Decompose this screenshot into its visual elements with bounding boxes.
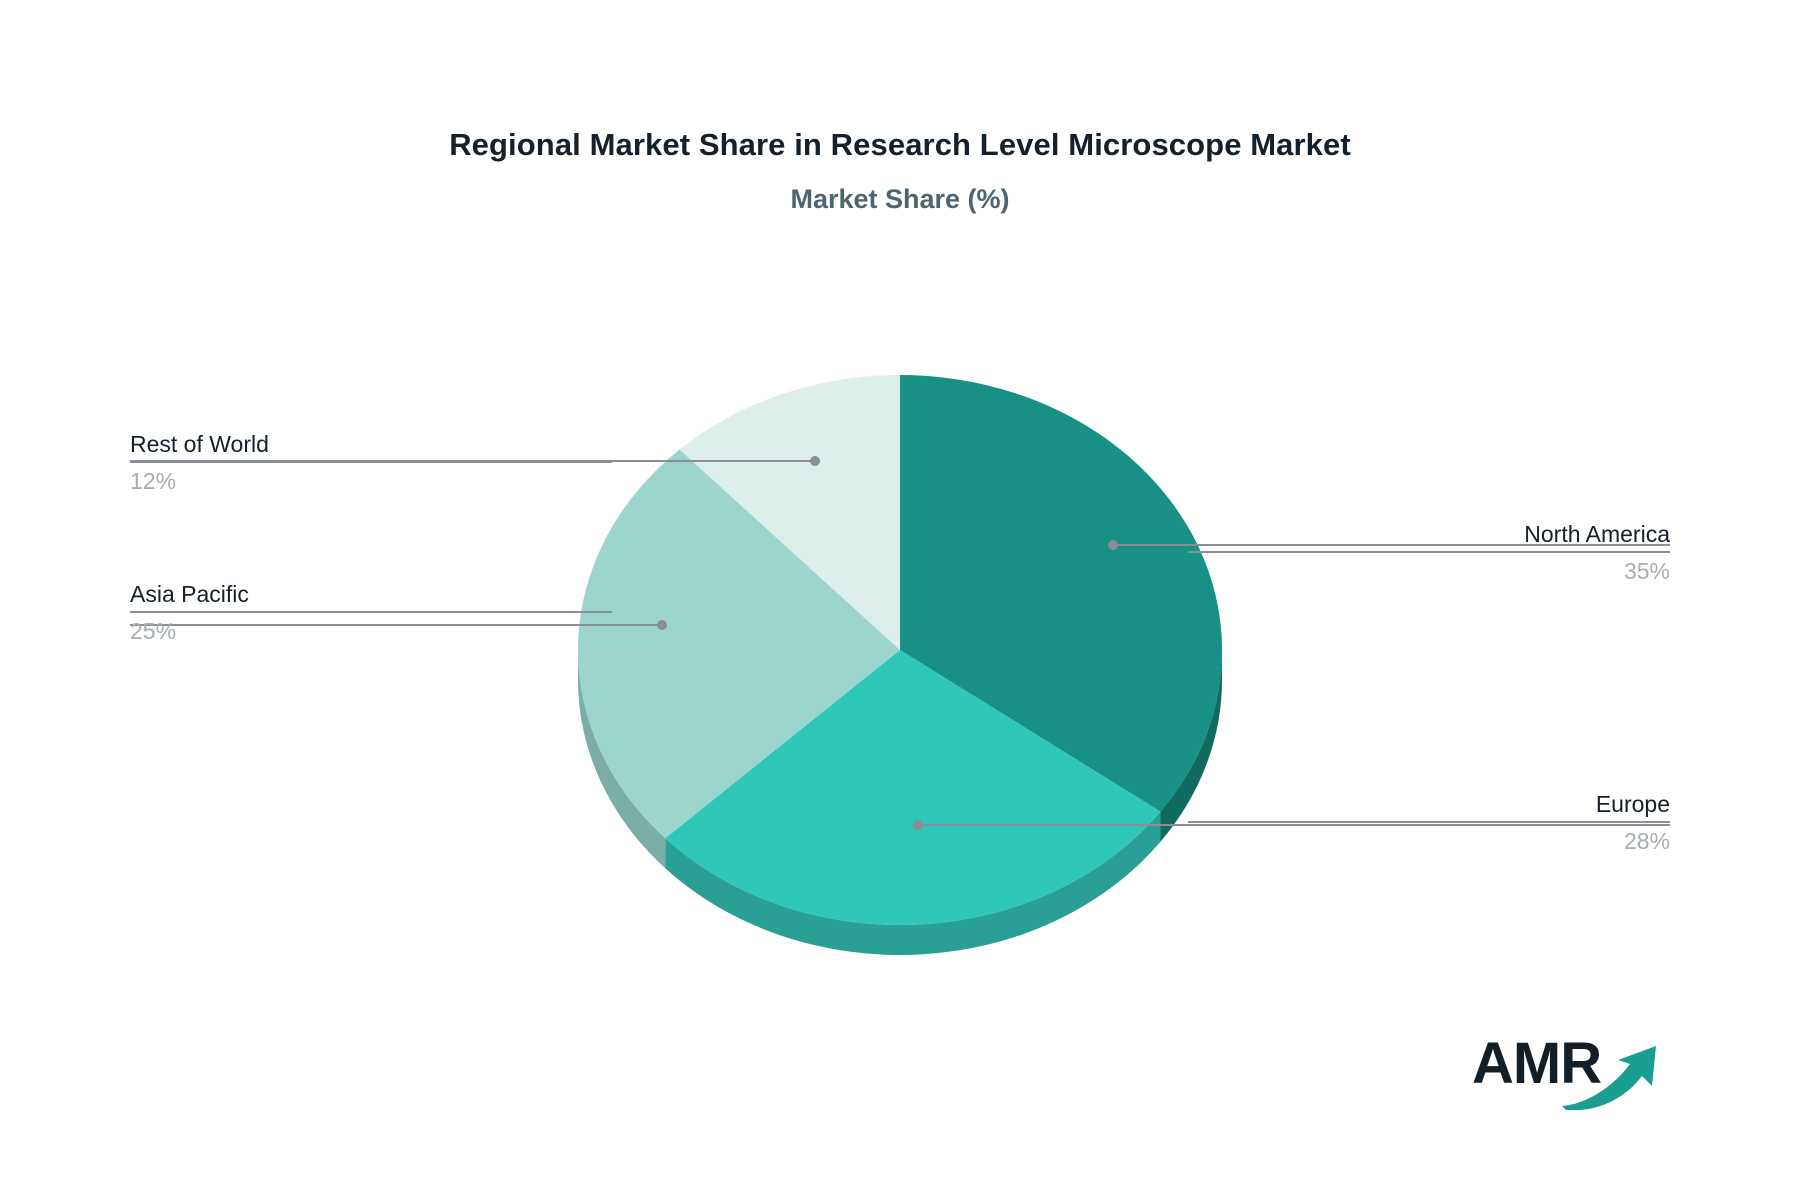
pie-slice-side-north-america <box>1160 650 1222 842</box>
chart-subtitle: Market Share (%) <box>790 184 1010 214</box>
callout-label-asia-pacific: Asia Pacific <box>130 581 249 607</box>
growth-arrow-icon <box>1562 1046 1656 1110</box>
callout-value-europe: 28% <box>1623 828 1670 854</box>
callout-rule <box>130 461 612 463</box>
pie-slice-rest-of-world <box>679 375 900 650</box>
amr-logo-text: AMR <box>1472 1031 1602 1096</box>
leader-line-asia-pacific <box>130 620 667 630</box>
callout-europe: Europe 28% <box>1188 789 1670 856</box>
pie-slice-side-europe <box>665 811 1161 955</box>
pie-top-faces <box>578 375 1222 926</box>
callout-rule <box>130 611 612 613</box>
leader-line-europe <box>913 820 1670 830</box>
callout-rule <box>1188 551 1670 553</box>
pie-slice-north-america <box>900 375 1222 812</box>
amr-logo: AMR <box>1472 1030 1662 1110</box>
callout-asia-pacific: Asia Pacific 25% <box>130 579 612 646</box>
callout-rest-of-world: Rest of World 12% <box>130 429 612 496</box>
callout-rule <box>1188 821 1670 823</box>
callout-value-north-america: 35% <box>1623 558 1670 584</box>
leader-line-north-america <box>1108 540 1670 550</box>
page-title: Regional Market Share in Research Level … <box>449 127 1351 162</box>
callout-value-asia-pacific: 25% <box>130 618 177 644</box>
callout-north-america: North America 35% <box>1188 519 1670 586</box>
pie-slice-europe <box>665 650 1161 926</box>
callout-label-rest-of-world: Rest of World <box>130 431 269 457</box>
pie-slice-side-asia-pacific <box>578 650 666 869</box>
callout-label-europe: Europe <box>1595 791 1670 817</box>
callout-label-north-america: North America <box>1524 521 1670 547</box>
pie-side-walls <box>578 650 1222 955</box>
pie-slice-asia-pacific <box>578 449 900 839</box>
callout-value-rest-of-world: 12% <box>130 468 177 494</box>
